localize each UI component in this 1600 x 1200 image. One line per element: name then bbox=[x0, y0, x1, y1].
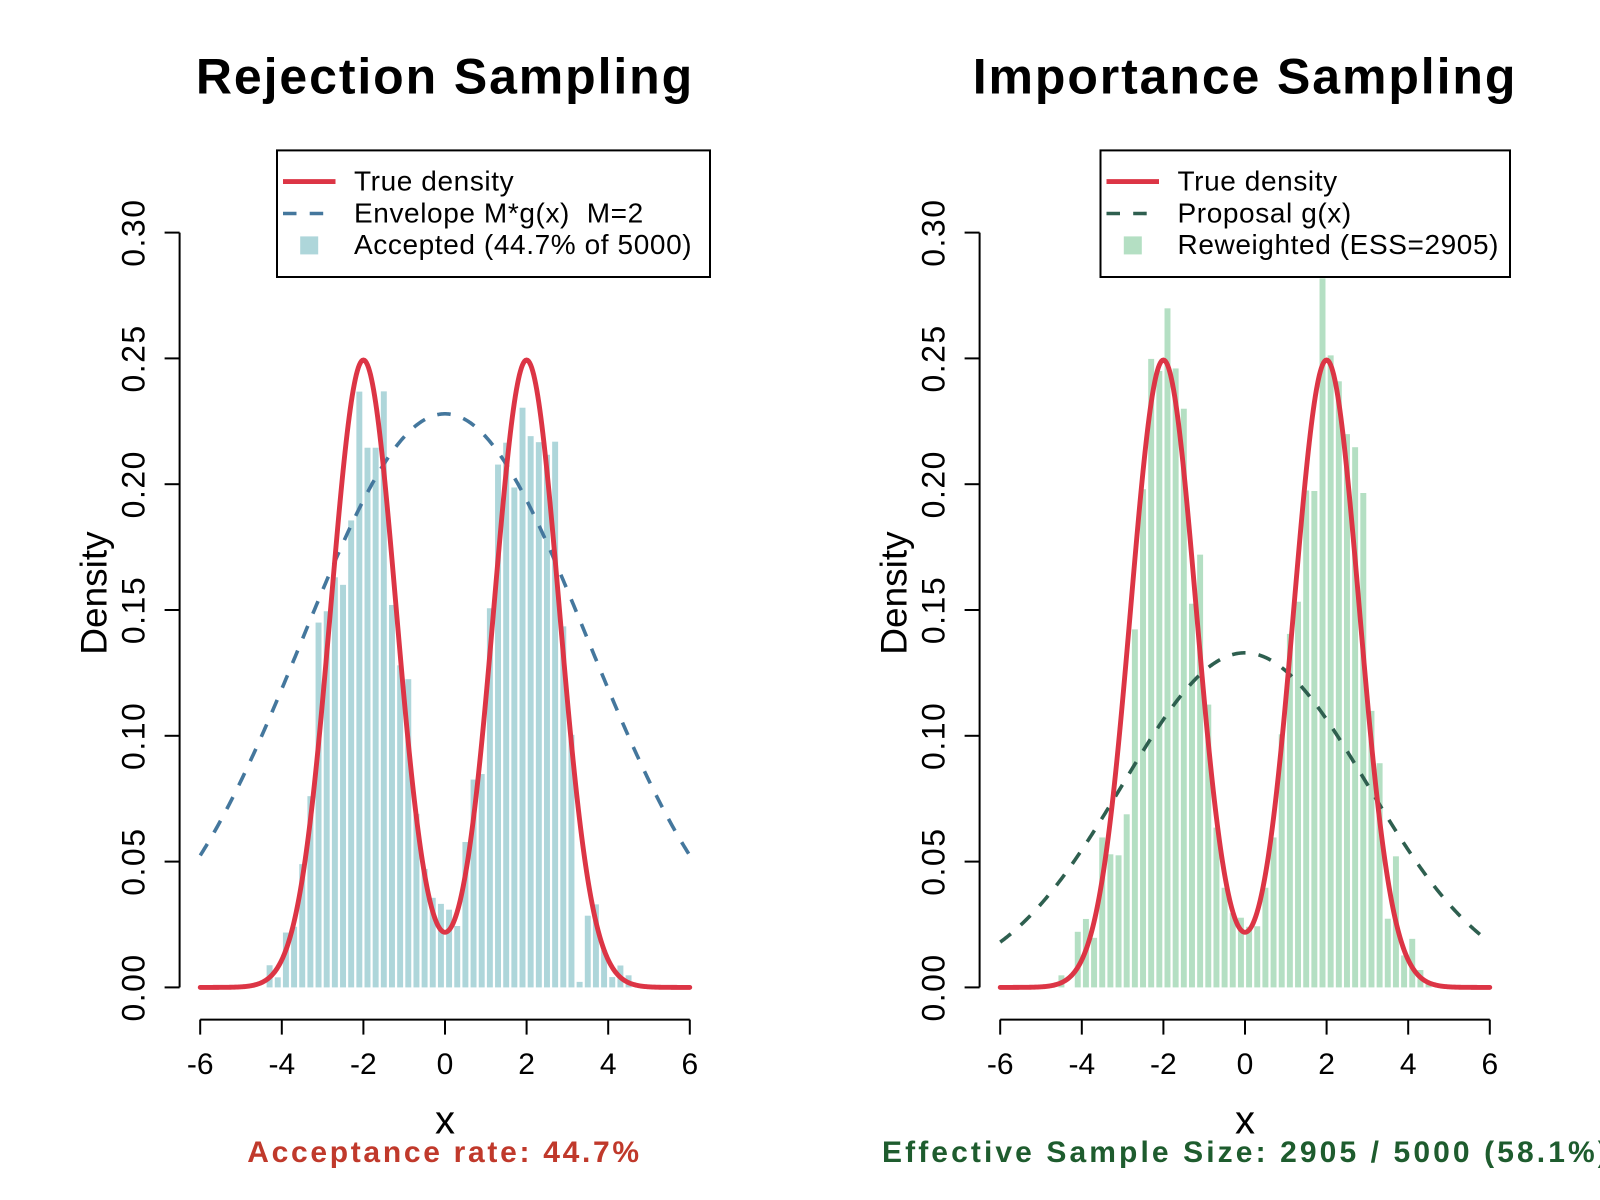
svg-text:Importance Sampling: Importance Sampling bbox=[973, 49, 1518, 105]
svg-text:0.05: 0.05 bbox=[915, 827, 951, 895]
svg-text:0.25: 0.25 bbox=[115, 324, 151, 392]
svg-text:0.15: 0.15 bbox=[115, 576, 151, 644]
svg-text:6: 6 bbox=[1481, 1048, 1498, 1081]
svg-text:2: 2 bbox=[518, 1048, 535, 1081]
svg-text:4: 4 bbox=[1400, 1048, 1417, 1081]
svg-text:-4: -4 bbox=[1068, 1048, 1095, 1081]
svg-text:0.00: 0.00 bbox=[115, 953, 151, 1021]
svg-text:0.30: 0.30 bbox=[915, 198, 951, 266]
svg-text:Reweighted (ESS=2905): Reweighted (ESS=2905) bbox=[1178, 229, 1500, 260]
svg-text:0.10: 0.10 bbox=[115, 702, 151, 770]
svg-text:Accepted (44.7% of 5000): Accepted (44.7% of 5000) bbox=[354, 229, 692, 260]
svg-text:-4: -4 bbox=[268, 1048, 295, 1081]
svg-text:0.20: 0.20 bbox=[115, 450, 151, 518]
svg-text:0.15: 0.15 bbox=[915, 576, 951, 644]
svg-text:Envelope M*g(x) M=2: Envelope M*g(x) M=2 bbox=[354, 197, 644, 228]
svg-text:4: 4 bbox=[600, 1048, 617, 1081]
svg-text:Rejection Sampling: Rejection Sampling bbox=[196, 49, 694, 105]
svg-text:x: x bbox=[435, 1099, 455, 1143]
svg-text:6: 6 bbox=[681, 1048, 698, 1081]
svg-text:-2: -2 bbox=[1150, 1048, 1177, 1081]
svg-text:True density: True density bbox=[1178, 165, 1338, 196]
svg-text:0.05: 0.05 bbox=[115, 827, 151, 895]
svg-text:Density: Density bbox=[874, 531, 915, 655]
svg-text:Effective Sample Size: 2905 /: Effective Sample Size: 2905 / 5000 (58.1… bbox=[882, 1136, 1600, 1169]
svg-text:0.10: 0.10 bbox=[915, 702, 951, 770]
svg-text:-6: -6 bbox=[987, 1048, 1014, 1081]
svg-text:Proposal g(x): Proposal g(x) bbox=[1178, 197, 1352, 228]
svg-text:0.20: 0.20 bbox=[915, 450, 951, 518]
svg-text:True density: True density bbox=[354, 165, 514, 196]
svg-text:0.25: 0.25 bbox=[915, 324, 951, 392]
svg-text:-6: -6 bbox=[187, 1048, 214, 1081]
svg-text:-2: -2 bbox=[350, 1048, 377, 1081]
svg-text:x: x bbox=[1235, 1099, 1255, 1143]
svg-text:Acceptance rate: 44.7%: Acceptance rate: 44.7% bbox=[247, 1136, 642, 1169]
svg-text:2: 2 bbox=[1318, 1048, 1335, 1081]
svg-text:0: 0 bbox=[1237, 1048, 1254, 1081]
svg-text:0.00: 0.00 bbox=[915, 953, 951, 1021]
svg-text:Density: Density bbox=[74, 531, 115, 655]
svg-text:0.30: 0.30 bbox=[115, 198, 151, 266]
svg-text:0: 0 bbox=[437, 1048, 454, 1081]
